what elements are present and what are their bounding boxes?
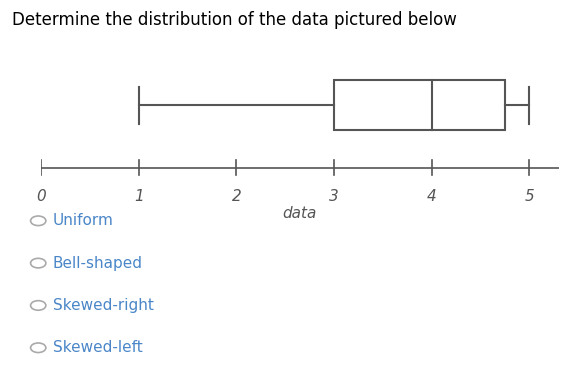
Text: Skewed-right: Skewed-right <box>53 298 154 313</box>
Bar <box>334 80 505 130</box>
X-axis label: data: data <box>283 206 317 222</box>
Text: Skewed-left: Skewed-left <box>53 340 143 355</box>
Text: Uniform: Uniform <box>53 213 114 228</box>
Text: Determine the distribution of the data pictured below: Determine the distribution of the data p… <box>12 11 457 29</box>
Text: Bell-shaped: Bell-shaped <box>53 256 143 270</box>
